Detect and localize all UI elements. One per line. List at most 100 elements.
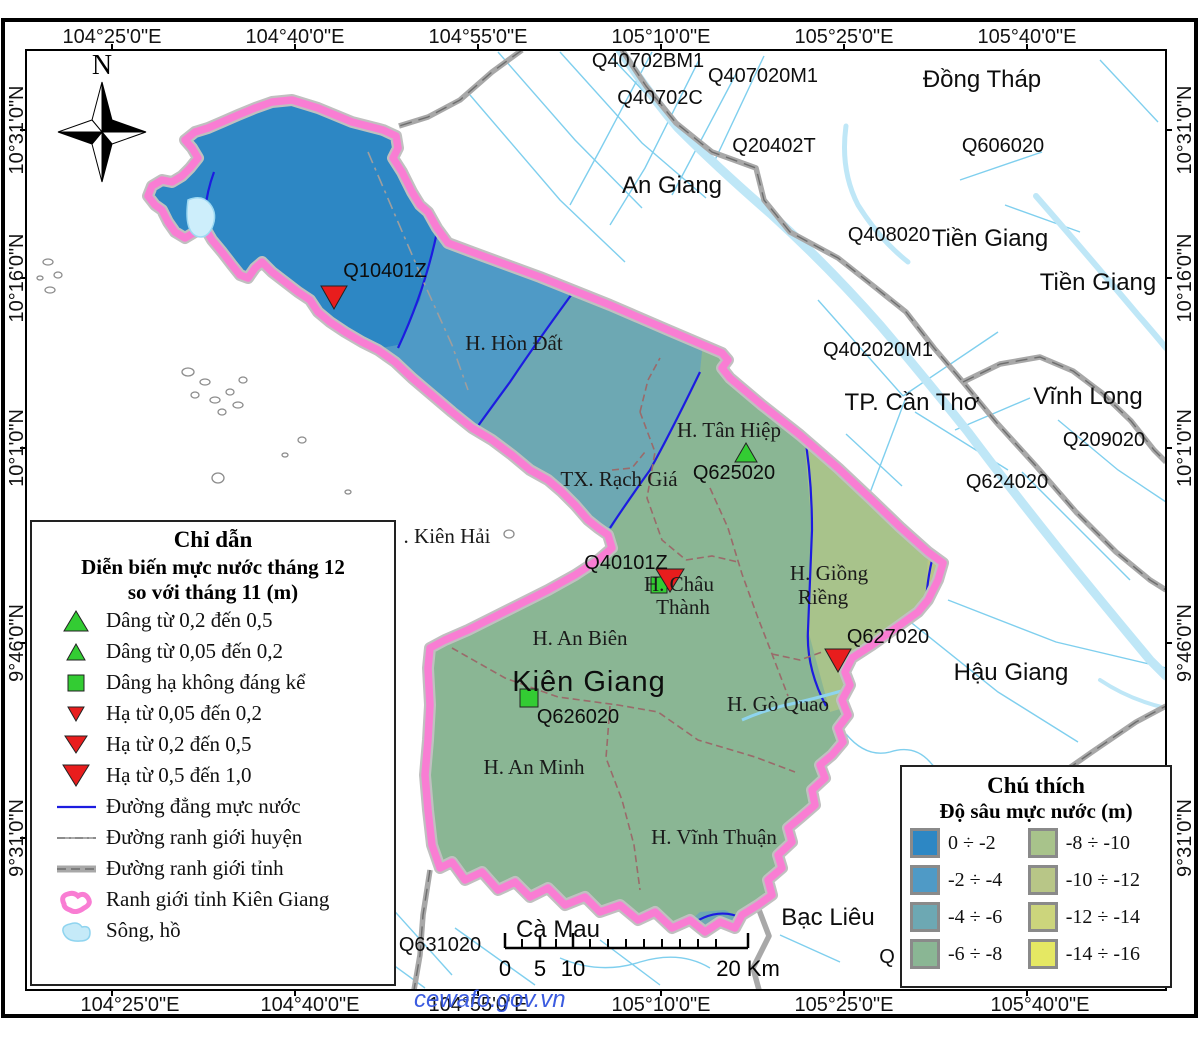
lon-label: 105°10'0"E [612,994,711,1016]
station-label-q627020: Q627020 [847,626,929,648]
legend-depth-grid: 0 ÷ -2 -8 ÷ -10 -2 ÷ -4 -10 ÷ -12 -4 ÷ -… [910,828,1162,969]
district-label-tan-hiep: H. Tân Hiệp [677,418,781,442]
lat-label: 9°46'0"N [6,604,28,682]
depth-swatch [910,865,940,895]
lon-label: 105°40'0"E [991,994,1090,1016]
kien-giang-border-icon [56,886,96,914]
province-label-hau-giang: Hậu Giang [954,659,1069,686]
station-label-q40101z: Q40101Z [584,552,667,574]
map-labels: An Giang Đồng Tháp Tiền Giang Tiền Giang… [343,50,1156,968]
legend-item-label: Đường đẳng mực nước [106,794,301,819]
station-label-q408020: Q408020 [848,224,930,246]
scale-bar [503,933,750,950]
district-label-vinh-thuan: H. Vĩnh Thuận [651,825,777,849]
station-label-q20402t: Q20402T [732,135,815,157]
province-label-dong-thap: Đồng Tháp [923,66,1041,93]
legend-item: Dâng từ 0,2 đến 0,5 [32,605,394,636]
depth-swatch [1027,865,1058,895]
lon-label: 105°25'0"E [795,994,894,1016]
legend-item: Đường ranh giới tỉnh [32,853,394,884]
legend-item: Đường ranh giới huyện [32,822,394,853]
depth-range-label: -4 ÷ -6 [948,905,1003,928]
lat-label: 10°1'0"N [1174,409,1196,487]
lon-label: 104°55'0"E [429,26,528,48]
legend-item-label: Dâng từ 0,2 đến 0,5 [106,608,273,633]
neighbour-border-dashes [398,50,1166,990]
outer-border [1,18,1198,1018]
marker-q627020-down-red [824,648,852,674]
province-border-icon [56,864,96,874]
map-frame [25,49,1167,991]
legend-item: Dâng từ 0,05 đến 0,2 [32,636,394,667]
legend-item-label: Hạ từ 0,5 đến 1,0 [106,763,252,788]
depth-range-label: -2 ÷ -4 [948,868,1003,891]
scale-bar-labels: 0 5 10 20 Km [499,956,780,981]
district-boundaries [451,357,823,891]
lat-label: 10°16'0"N [6,234,28,323]
district-label-chau-thanh-1: H. Châu [644,572,714,596]
legend-item-label: Sông, hồ [106,918,181,943]
legend-depth-item: -6 ÷ -8 [910,939,1024,969]
legend-item-label: Hạ từ 0,2 đến 0,5 [106,732,252,757]
district-border-icon [56,834,96,842]
legend-item-label: Dâng từ 0,05 đến 0,2 [106,639,284,664]
province-label-tien-giang-2: Tiền Giang [1040,269,1157,296]
station-label-q606020: Q606020 [962,135,1044,157]
depth-range-label: -8 ÷ -10 [1065,831,1131,854]
islands [36,258,515,539]
legend-item: Ranh giới tỉnh Kiên Giang [32,884,394,915]
district-label-an-minh: H. An Minh [484,755,585,779]
district-label-hon-dat: H. Hòn Đất [465,331,563,355]
province-label-can-tho: TP. Cần Thơ [845,389,980,416]
lon-label: 104°55'0"E [429,994,528,1016]
isoline-icon [56,803,96,811]
watermark: cewafo.gov.vn [414,986,566,1013]
legend-depth-item: -12 ÷ -14 [1027,902,1162,932]
depth-range-label: -6 ÷ -8 [948,942,1003,965]
province-label-an-giang: An Giang [622,172,722,199]
station-label-q407020m1: Q407020M1 [708,65,818,87]
legend-depth-item: -14 ÷ -16 [1027,939,1162,969]
depth-swatch [1027,902,1058,932]
station-label-q209020: Q209020 [1063,429,1145,451]
legend-item: Hạ từ 0,2 đến 0,5 [32,729,394,760]
legend-item-label: Đường ranh giới huyện [106,825,303,850]
district-label-go-quao: H. Gò Quao [727,692,829,716]
province-label-kien-giang: Kiên Giang [512,666,666,698]
district-label-chau-thanh-2: Thành [656,595,710,619]
lon-label: 105°10'0"E [612,26,711,48]
province-label-ca-mau: Cà Mau [516,916,600,943]
station-label-q625020: Q625020 [693,462,775,484]
station-label-partial-q: Q [879,946,895,968]
scale-label-20km: 20 Km [716,956,780,981]
scale-label-0: 0 [499,956,511,981]
marker-q626020-square-green [519,688,539,708]
province-label-tien-giang-1: Tiền Giang [932,225,1049,252]
legend-item-label: Dâng hạ không đáng kể [106,670,306,695]
latitude-labels-right: 10°31'0"N 10°16'0"N 10°1'0"N 9°46'0"N 9°… [1174,86,1196,877]
district-label-rach-gia: TX. Rạch Giá [560,467,678,491]
district-label-giong-rieng-2: Riềng [798,585,849,609]
station-label-q626020: Q626020 [537,706,619,728]
legend-subtitle-1: Diễn biến mực nước tháng 12 [81,554,345,579]
lon-label: 104°40'0"E [246,26,345,48]
lat-label: 9°46'0"N [1174,604,1196,682]
triangle-down-red-large-icon [56,763,96,788]
depth-swatch [1027,828,1058,858]
depth-range-label: -12 ÷ -14 [1065,905,1141,928]
legend-water-change: Chỉ dẫn Diễn biến mực nước tháng 12 so v… [30,520,396,986]
legend-depth-item: 0 ÷ -2 [910,828,1024,858]
longitude-labels-bottom: 104°25'0"E 104°40'0"E 104°55'0"E 105°10'… [81,994,1090,1016]
triangle-up-green-small-icon [56,642,96,662]
square-green-icon [56,673,96,693]
legend-item: Sông, hồ [32,915,394,946]
legend-depth-subtitle: Độ sâu mực nước (m) [939,799,1133,823]
legend-item: Đường đẳng mực nước [32,791,394,822]
district-label-giong-rieng-1: H. Giồng [790,561,869,585]
depth-range-label: -14 ÷ -16 [1065,942,1141,965]
legend-depth: Chú thích Độ sâu mực nước (m) 0 ÷ -2 -8 … [900,765,1172,988]
river-lines [615,50,1166,710]
depth-swatch [1027,939,1058,969]
legend-depth-item: -10 ÷ -12 [1027,865,1162,895]
legend-depth-title: Chú thích [987,773,1085,798]
